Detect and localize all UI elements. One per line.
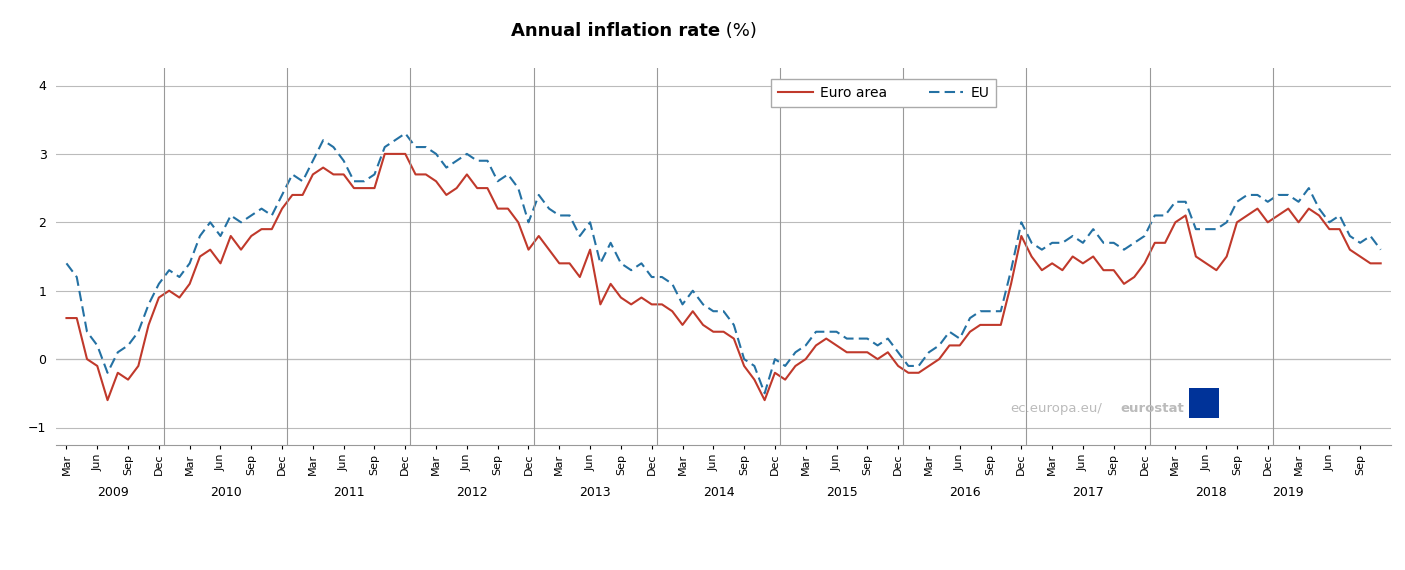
Text: 2009: 2009 bbox=[97, 486, 128, 499]
Text: 2010: 2010 bbox=[209, 486, 242, 499]
Text: 2015: 2015 bbox=[826, 486, 857, 499]
Text: 2016: 2016 bbox=[948, 486, 981, 499]
Text: 2011: 2011 bbox=[333, 486, 365, 499]
Text: eurostat: eurostat bbox=[1120, 401, 1184, 414]
Text: 2018: 2018 bbox=[1196, 486, 1227, 499]
Text: 2014: 2014 bbox=[702, 486, 735, 499]
Text: 2013: 2013 bbox=[579, 486, 611, 499]
Legend: Euro area, EU: Euro area, EU bbox=[771, 79, 996, 107]
Text: ec.europa.eu/: ec.europa.eu/ bbox=[1010, 401, 1103, 414]
Text: Annual inflation rate: Annual inflation rate bbox=[511, 22, 719, 40]
Text: 2012: 2012 bbox=[457, 486, 488, 499]
Text: 2017: 2017 bbox=[1072, 486, 1104, 499]
FancyBboxPatch shape bbox=[1190, 388, 1218, 418]
Text: (%): (%) bbox=[719, 22, 757, 40]
Text: 2019: 2019 bbox=[1273, 486, 1304, 499]
